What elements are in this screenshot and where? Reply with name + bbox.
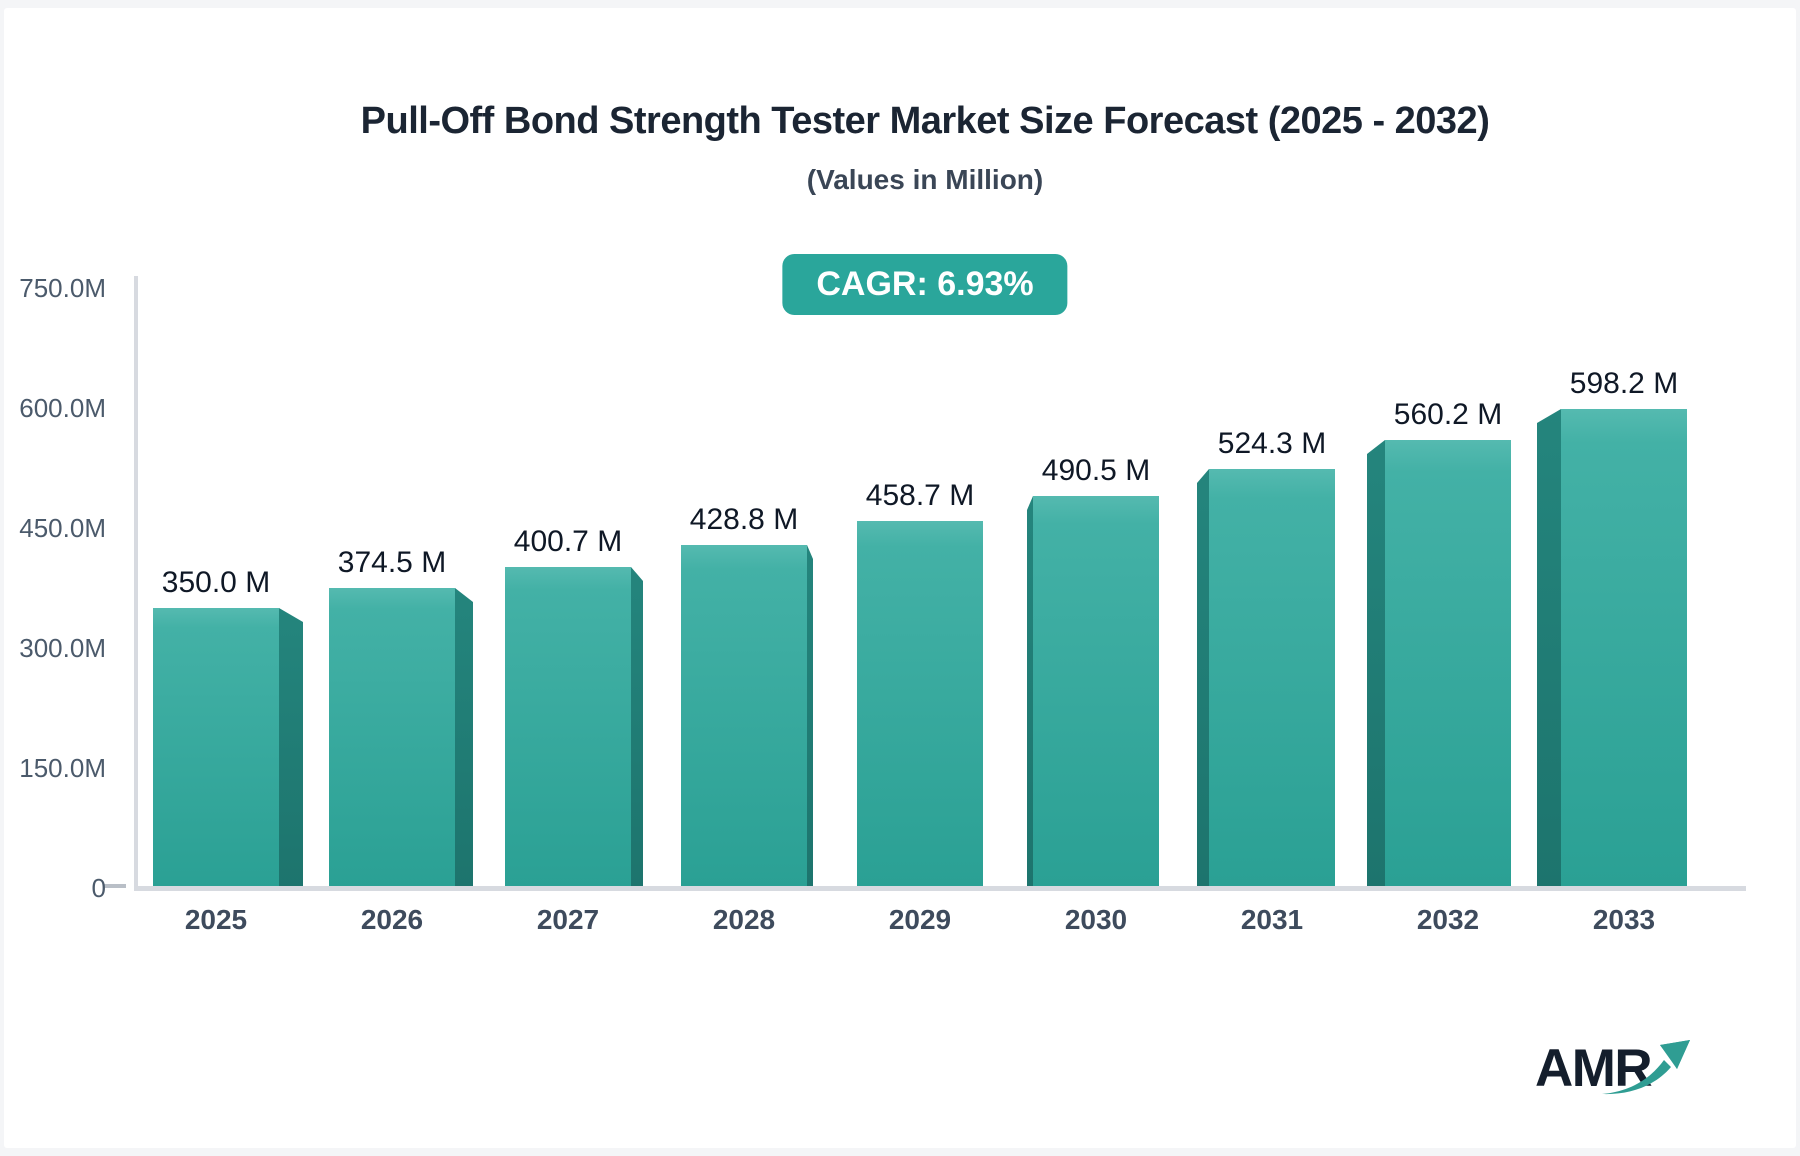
zero-tick-mark — [104, 884, 126, 888]
x-axis-label: 2031 — [1240, 904, 1304, 935]
bar — [153, 608, 279, 891]
y-axis-label: 150.0M — [19, 753, 106, 783]
bar-value-label: 428.8 M — [689, 503, 799, 536]
x-axis-label: 2028 — [712, 904, 776, 935]
x-axis-label: 2027 — [536, 904, 600, 935]
bar — [681, 545, 807, 891]
bar-value-label: 490.5 M — [1041, 454, 1151, 487]
bar — [1385, 440, 1511, 891]
x-axis-label: 2033 — [1592, 904, 1656, 935]
bar-side-face — [631, 567, 643, 891]
bar-side-face — [279, 608, 303, 891]
chart-card: Pull-Off Bond Strength Tester Market Siz… — [4, 8, 1796, 1148]
growth-arrow-icon — [1602, 1040, 1690, 1095]
x-axis-label: 2025 — [184, 904, 248, 935]
y-axis-label: 450.0M — [19, 513, 106, 543]
y-axis-label: 750.0M — [19, 273, 106, 303]
bar-value-label: 374.5 M — [337, 546, 447, 579]
bar-side-face — [807, 545, 813, 891]
bar-side-face — [1027, 496, 1033, 891]
bar — [857, 521, 983, 891]
bar-value-label: 350.0 M — [161, 566, 271, 599]
y-axis-line — [134, 276, 138, 891]
x-axis-label: 2032 — [1416, 904, 1480, 935]
bar-side-face — [1537, 409, 1561, 891]
bar — [1209, 469, 1335, 891]
y-axis-label: 600.0M — [19, 393, 106, 423]
y-axis-label: 300.0M — [19, 633, 106, 663]
x-axis-label: 2030 — [1064, 904, 1128, 935]
bar-value-label: 560.2 M — [1393, 398, 1503, 431]
bar — [1033, 496, 1159, 891]
bar-value-label: 598.2 M — [1569, 367, 1679, 400]
x-axis-line — [134, 886, 1746, 891]
y-axis-label: 0 — [91, 873, 106, 903]
bar-side-face — [1367, 440, 1385, 891]
chart-title: Pull-Off Bond Strength Tester Market Siz… — [360, 100, 1490, 142]
bar-chart: 0 150.0M 300.0M 450.0M 600.0M 750.0M 350.0 M 20… — [4, 8, 1796, 1148]
bar-value-label: 458.7 M — [865, 479, 975, 512]
x-axis-label: 2026 — [360, 904, 424, 935]
chart-subtitle: (Values in Million) — [806, 164, 1044, 195]
bar-value-label: 400.7 M — [513, 525, 623, 558]
bar — [1561, 409, 1687, 891]
cagr-badge: CAGR: 6.93% — [782, 254, 1068, 315]
bar — [329, 588, 455, 891]
bar — [505, 567, 631, 891]
bar-side-face — [1197, 469, 1209, 891]
x-axis-label: 2029 — [888, 904, 952, 935]
bar-value-label: 524.3 M — [1217, 427, 1327, 460]
bar-side-face — [455, 588, 473, 891]
